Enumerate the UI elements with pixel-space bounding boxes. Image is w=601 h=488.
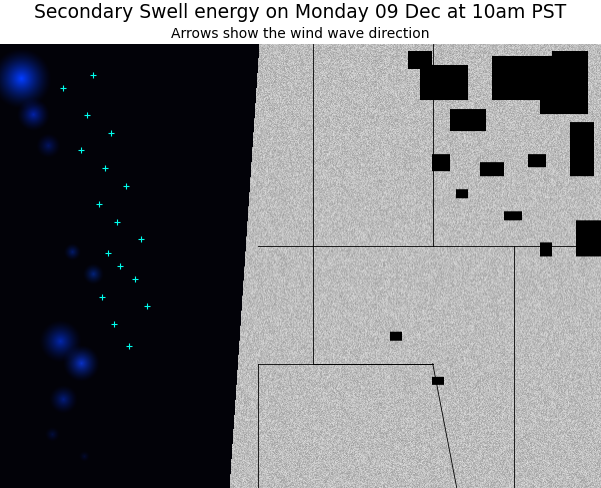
Text: Secondary Swell energy on Monday 09 Dec at 10am PST: Secondary Swell energy on Monday 09 Dec … [34, 3, 567, 22]
Text: Arrows show the wind wave direction: Arrows show the wind wave direction [171, 27, 430, 41]
